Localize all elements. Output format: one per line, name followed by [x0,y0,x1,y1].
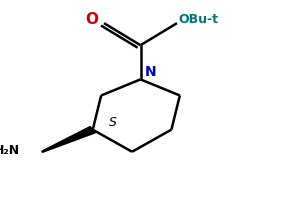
Text: H₂N: H₂N [0,144,20,156]
Text: O: O [85,12,98,26]
Text: S: S [108,116,116,128]
Polygon shape [42,127,95,153]
Text: N: N [145,65,156,79]
Text: OBu-t: OBu-t [178,13,218,25]
